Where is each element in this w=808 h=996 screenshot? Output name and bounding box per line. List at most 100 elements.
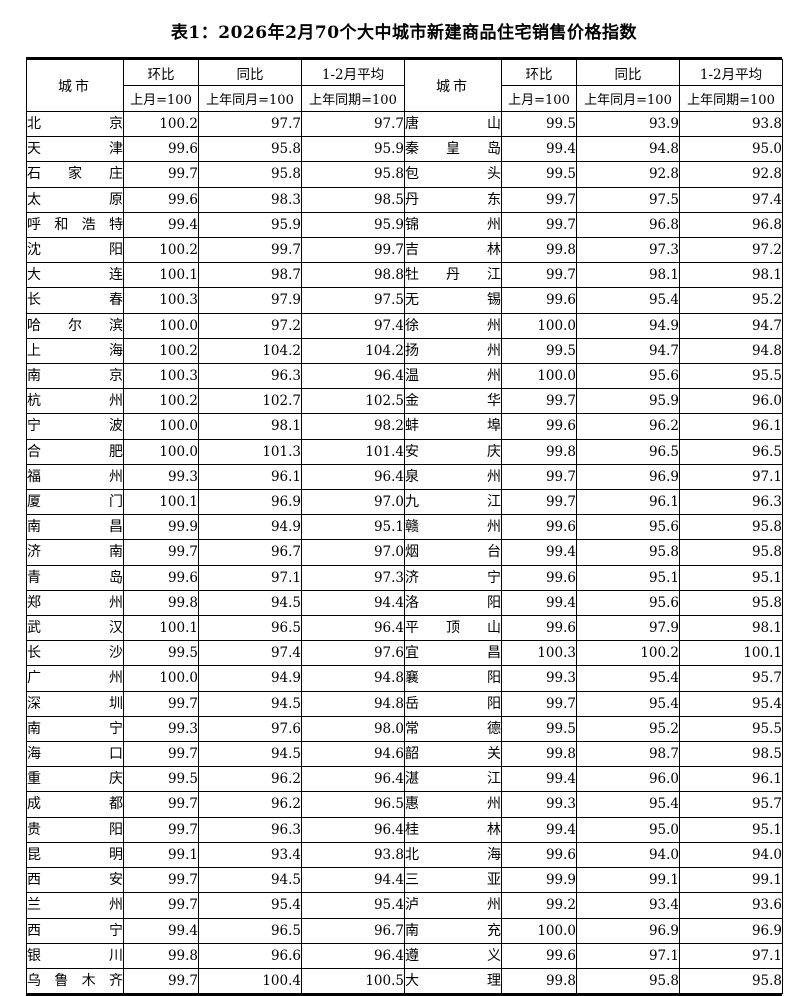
cell-yoy-left: 97.4 bbox=[198, 640, 302, 667]
cell-avg-left: 94.8 bbox=[301, 690, 405, 717]
cell-avg-right: 95.5 bbox=[679, 715, 783, 743]
cell-mom-left: 99.8 bbox=[123, 589, 199, 617]
cell-yoy-right: 96.8 bbox=[576, 211, 680, 239]
cell-avg-right: 95.1 bbox=[679, 816, 783, 843]
cell-avg-left: 101.4 bbox=[301, 438, 405, 465]
cell-mom-right: 99.6 bbox=[501, 615, 577, 642]
city-name: 海口 bbox=[27, 746, 123, 763]
cell-yoy-left: 97.2 bbox=[198, 312, 302, 339]
cell-avg-left: 98.0 bbox=[301, 715, 405, 743]
cell-mom-left: 99.7 bbox=[123, 867, 199, 894]
city-name: 赣州 bbox=[405, 519, 501, 536]
cell-mom-left: 100.0 bbox=[123, 665, 199, 692]
cell-mom-right: 100.0 bbox=[501, 917, 577, 944]
cell-mom-left: 99.3 bbox=[123, 463, 199, 491]
cell-city-left: 宁波 bbox=[26, 413, 124, 440]
cell-city-left: 济南 bbox=[26, 539, 124, 566]
cell-avg-right: 97.4 bbox=[679, 186, 783, 213]
city-name: 重庆 bbox=[27, 771, 123, 788]
cell-mom-left: 99.4 bbox=[123, 211, 199, 239]
cell-city-right: 安庆 bbox=[404, 438, 502, 465]
cell-avg-left: 97.4 bbox=[301, 312, 405, 339]
cell-mom-left: 99.7 bbox=[123, 161, 199, 188]
header-sub-yoy-left: 上年同月=100 bbox=[198, 85, 302, 112]
cell-mom-right: 99.8 bbox=[501, 967, 577, 995]
city-name: 金华 bbox=[405, 393, 501, 410]
city-name: 烟台 bbox=[405, 544, 501, 561]
cell-yoy-right: 97.5 bbox=[576, 186, 680, 213]
cell-yoy-right: 95.2 bbox=[576, 715, 680, 743]
cell-city-right: 金华 bbox=[404, 388, 502, 415]
cell-mom-left: 99.7 bbox=[123, 690, 199, 717]
cell-city-right: 锦州 bbox=[404, 211, 502, 239]
cell-mom-right: 99.2 bbox=[501, 892, 577, 919]
cell-yoy-left: 96.1 bbox=[198, 463, 302, 491]
cell-avg-right: 96.0 bbox=[679, 388, 783, 415]
table-row: 太原 99.6 98.3 98.5 丹东 99.7 97.5 97.4 bbox=[26, 186, 783, 213]
cell-mom-left: 99.5 bbox=[123, 766, 199, 793]
city-name: 石家庄 bbox=[27, 166, 123, 183]
cell-mom-right: 99.4 bbox=[501, 136, 577, 163]
cell-yoy-right: 93.4 bbox=[576, 892, 680, 919]
cell-city-right: 岳阳 bbox=[404, 690, 502, 717]
cell-avg-left: 96.4 bbox=[301, 766, 405, 793]
cell-city-left: 太原 bbox=[26, 186, 124, 213]
cell-mom-right: 99.6 bbox=[501, 564, 577, 591]
cell-avg-right: 96.3 bbox=[679, 489, 783, 516]
cell-mom-right: 99.8 bbox=[501, 438, 577, 465]
cell-yoy-right: 96.9 bbox=[576, 917, 680, 944]
cell-city-left: 上海 bbox=[26, 337, 124, 365]
cell-avg-right: 92.8 bbox=[679, 161, 783, 188]
cell-mom-left: 100.2 bbox=[123, 388, 199, 415]
cell-mom-left: 99.6 bbox=[123, 186, 199, 213]
table-row: 武汉 100.1 96.5 96.4 平顶山 99.6 97.9 98.1 bbox=[26, 615, 783, 642]
cell-mom-right: 99.5 bbox=[501, 337, 577, 365]
cell-avg-left: 95.9 bbox=[301, 136, 405, 163]
cell-avg-left: 97.0 bbox=[301, 539, 405, 566]
cell-avg-left: 95.1 bbox=[301, 514, 405, 541]
cell-yoy-left: 102.7 bbox=[198, 388, 302, 415]
cell-city-left: 银川 bbox=[26, 942, 124, 969]
cell-city-left: 厦门 bbox=[26, 489, 124, 516]
cell-avg-left: 98.5 bbox=[301, 186, 405, 213]
cell-yoy-left: 97.6 bbox=[198, 715, 302, 743]
cell-avg-left: 98.8 bbox=[301, 262, 405, 289]
cell-city-right: 吉林 bbox=[404, 237, 502, 264]
cell-avg-right: 95.8 bbox=[679, 539, 783, 566]
cell-avg-left: 96.4 bbox=[301, 363, 405, 390]
cell-yoy-right: 97.9 bbox=[576, 615, 680, 642]
city-name: 厦门 bbox=[27, 494, 123, 511]
table-row: 呼和浩特 99.4 95.9 95.9 锦州 99.7 96.8 96.8 bbox=[26, 211, 783, 239]
cell-city-left: 石家庄 bbox=[26, 161, 124, 188]
cell-yoy-left: 96.7 bbox=[198, 539, 302, 566]
cell-avg-left: 94.6 bbox=[301, 741, 405, 768]
cell-avg-right: 95.5 bbox=[679, 363, 783, 390]
cell-yoy-right: 100.2 bbox=[576, 640, 680, 667]
city-name: 湛江 bbox=[405, 771, 501, 788]
city-name: 包头 bbox=[405, 166, 501, 183]
city-name: 呼和浩特 bbox=[27, 216, 123, 233]
cell-city-right: 南充 bbox=[404, 917, 502, 944]
city-name: 天津 bbox=[27, 141, 123, 158]
cell-yoy-left: 104.2 bbox=[198, 337, 302, 365]
city-name: 深圳 bbox=[27, 695, 123, 712]
city-name: 西宁 bbox=[27, 922, 123, 939]
header-city-left: 城市 bbox=[26, 59, 124, 112]
cell-yoy-right: 95.4 bbox=[576, 665, 680, 692]
cell-yoy-right: 95.6 bbox=[576, 363, 680, 390]
cell-city-left: 天津 bbox=[26, 136, 124, 163]
city-name: 无锡 bbox=[405, 292, 501, 309]
header-group-yoy-left: 同比 bbox=[198, 59, 302, 86]
cell-yoy-right: 94.8 bbox=[576, 136, 680, 163]
cell-city-left: 乌鲁木齐 bbox=[26, 967, 124, 995]
cell-avg-left: 97.6 bbox=[301, 640, 405, 667]
table-row: 乌鲁木齐 99.7 100.4 100.5 大理 99.8 95.8 95.8 bbox=[26, 967, 783, 995]
cell-mom-left: 99.4 bbox=[123, 917, 199, 944]
cell-mom-left: 99.6 bbox=[123, 136, 199, 163]
cell-avg-right: 95.8 bbox=[679, 967, 783, 995]
cell-mom-left: 100.2 bbox=[123, 337, 199, 365]
city-name: 合肥 bbox=[27, 443, 123, 460]
cell-city-right: 秦皇岛 bbox=[404, 136, 502, 163]
cell-avg-right: 94.8 bbox=[679, 337, 783, 365]
city-name: 秦皇岛 bbox=[405, 141, 501, 158]
